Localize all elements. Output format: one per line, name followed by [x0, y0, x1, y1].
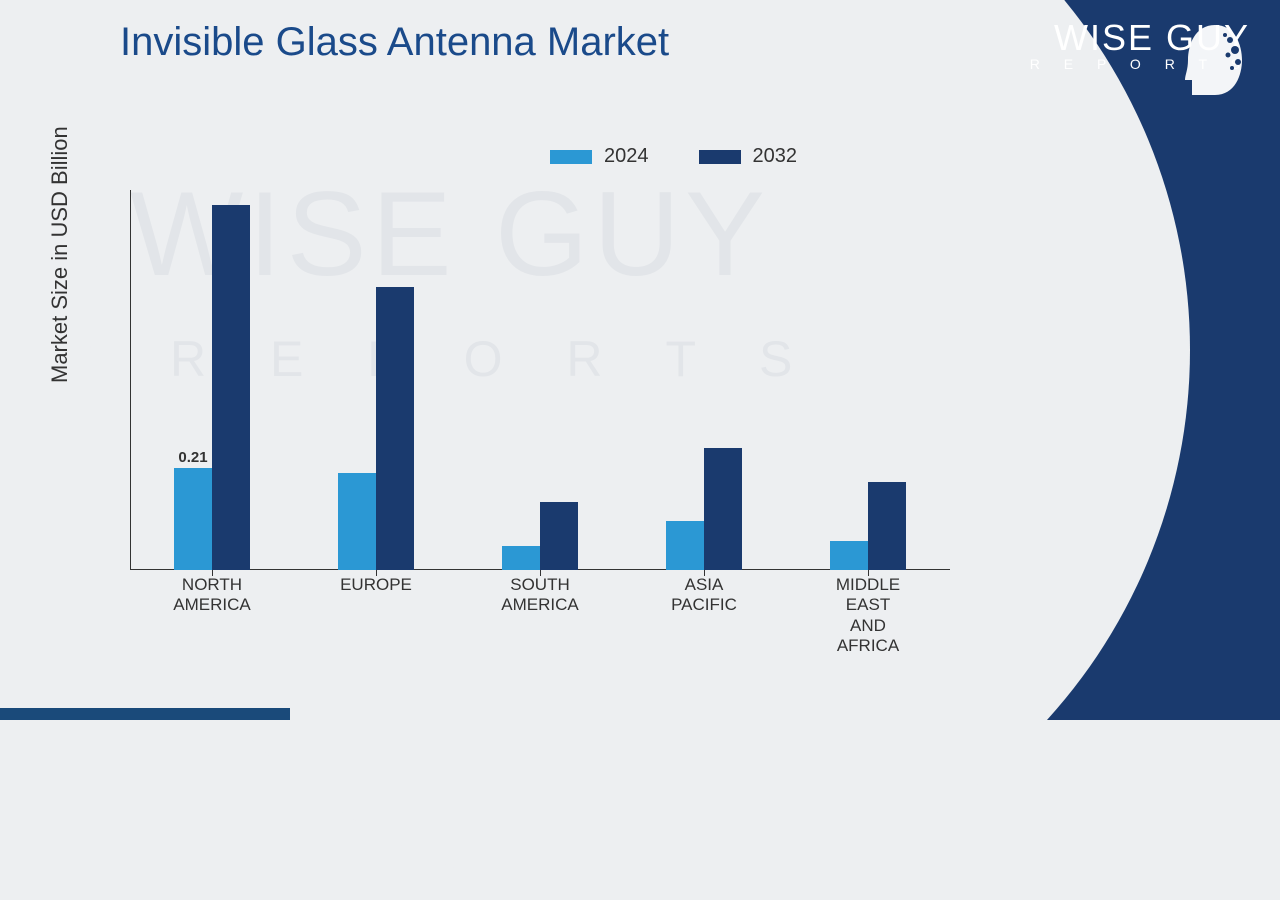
x-axis-label: MIDDLEEASTANDAFRICA: [808, 575, 928, 657]
x-tick: [212, 570, 213, 576]
bar-2032: [540, 502, 578, 570]
bar-value-label: 0.21: [178, 449, 207, 466]
x-labels: NORTHAMERICA EUROPE SOUTHAMERICA ASIAPACIFI…: [130, 575, 950, 657]
bar-2032: [212, 205, 250, 570]
bar-2024: [174, 468, 212, 570]
x-axis-label: NORTHAMERICA: [152, 575, 272, 657]
x-axis-label: SOUTHAMERICA: [480, 575, 600, 657]
bar-chart: 0.21: [130, 190, 950, 570]
bar-2024: [666, 521, 704, 570]
bar-2024: [338, 473, 376, 570]
x-tick: [540, 570, 541, 576]
x-tick: [704, 570, 705, 576]
bar-group: [331, 287, 421, 570]
bar-2032: [376, 287, 414, 570]
legend-label-2024: 2024: [604, 145, 649, 168]
chart-title: Invisible Glass Antenna Market: [120, 20, 669, 65]
bar-group: [823, 482, 913, 570]
x-tick: [868, 570, 869, 576]
bar-group: [167, 205, 257, 570]
brand-head-icon: [1180, 20, 1250, 100]
x-tick: [376, 570, 377, 576]
x-axis-label: EUROPE: [316, 575, 436, 657]
bar-2032: [868, 482, 906, 570]
legend-swatch-2024: [550, 150, 592, 164]
bar-2032: [704, 448, 742, 570]
legend-item-2032: 2032: [699, 145, 798, 168]
legend-item-2024: 2024: [550, 145, 649, 168]
bottom-accent-bar: [0, 708, 290, 720]
legend-label-2032: 2032: [753, 145, 798, 168]
x-axis-label: ASIAPACIFIC: [644, 575, 764, 657]
bar-2024: [502, 546, 540, 570]
legend: 2024 2032: [550, 145, 797, 168]
bar-2024: [830, 541, 868, 570]
bars-container: [130, 190, 950, 570]
y-axis-label: Market Size in USD Billion: [47, 126, 73, 383]
bar-group: [659, 448, 749, 570]
bar-group: [495, 502, 585, 570]
legend-swatch-2032: [699, 150, 741, 164]
